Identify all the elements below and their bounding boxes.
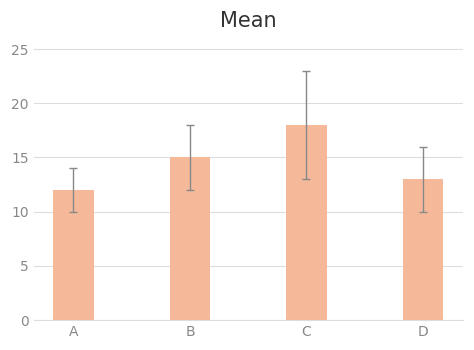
Bar bbox=[170, 158, 210, 320]
Bar bbox=[402, 179, 443, 320]
Bar bbox=[53, 190, 94, 320]
Title: Mean: Mean bbox=[220, 11, 276, 31]
Bar bbox=[286, 125, 327, 320]
